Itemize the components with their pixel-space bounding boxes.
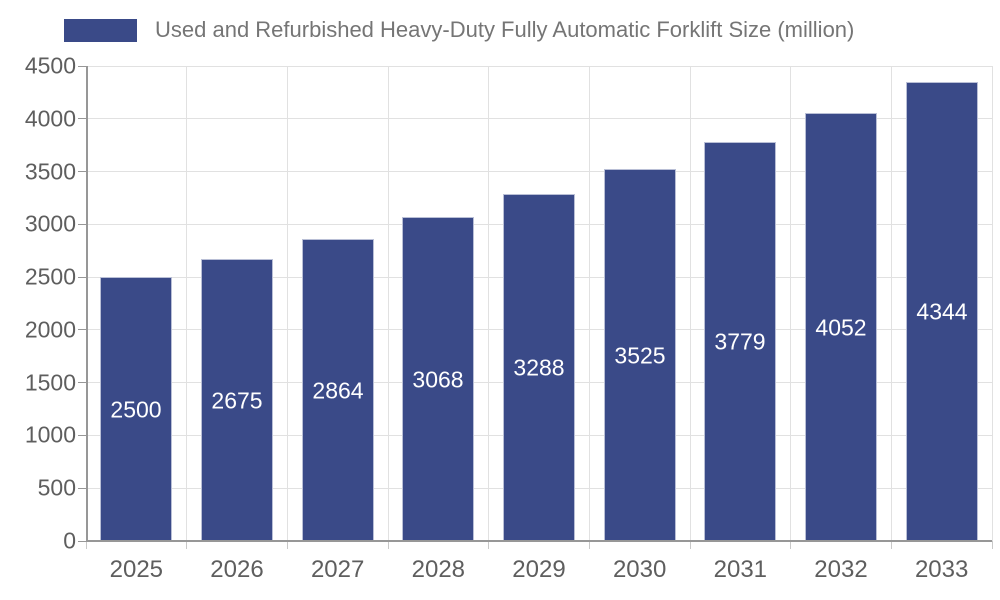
y-tick-label: 3000	[24, 210, 76, 237]
bar-value-label: 4344	[916, 298, 968, 325]
x-axis-line	[86, 540, 992, 542]
x-axis-tick	[790, 541, 792, 549]
legend-swatch	[64, 18, 137, 42]
h-gridline	[86, 65, 992, 67]
y-axis-tick	[78, 65, 86, 67]
v-gridline	[387, 66, 389, 541]
bar-2025[interactable]: 2500	[100, 277, 172, 541]
y-axis-tick	[78, 540, 86, 542]
bar-2027[interactable]: 2864	[302, 239, 374, 541]
bar-value-label: 3288	[513, 354, 565, 381]
bar-2033[interactable]: 4344	[906, 82, 978, 541]
x-axis-tick	[387, 541, 389, 549]
bar-2026[interactable]: 2675	[201, 259, 273, 541]
bar-value-label: 3525	[614, 342, 666, 368]
x-tick-label: 2028	[411, 556, 466, 583]
x-tick-label: 2026	[210, 556, 264, 583]
y-tick-label: 500	[37, 474, 76, 501]
x-tick-label: 2032	[814, 556, 868, 583]
y-axis-tick	[78, 276, 86, 278]
x-tick-label: 2025	[109, 556, 164, 583]
bar-2032[interactable]: 4052	[805, 113, 877, 541]
y-tick-label: 1500	[24, 369, 76, 396]
legend[interactable]: Used and Refurbished Heavy-Duty Fully Au…	[64, 14, 854, 46]
y-tick-label: 2000	[24, 316, 76, 343]
v-gridline	[689, 66, 691, 541]
x-axis-tick	[991, 541, 993, 549]
bar-2030[interactable]: 3525	[604, 169, 676, 541]
bar-value-label: 3068	[412, 366, 464, 392]
y-axis-tick	[78, 329, 86, 331]
bar-value-label: 2675	[211, 387, 263, 413]
bar-value-label: 2500	[110, 396, 162, 422]
y-axis-tick	[78, 434, 86, 436]
bar-2031[interactable]: 3779	[704, 142, 776, 541]
x-axis-tick	[85, 541, 87, 549]
y-tick-label: 1000	[24, 421, 76, 448]
v-gridline	[991, 66, 993, 541]
bar-value-label: 2864	[312, 377, 364, 403]
y-axis-tick	[78, 223, 86, 225]
v-gridline	[790, 66, 792, 541]
y-axis-tick	[78, 171, 86, 173]
plot-area: 2500 2675 2864 3068 3288 3525 3779 4052 4344	[78, 65, 993, 549]
x-axis-tick	[488, 541, 490, 549]
bar-2028[interactable]: 3068	[402, 217, 474, 541]
x-tick-label: 2033	[914, 556, 969, 583]
v-gridline	[286, 66, 288, 541]
bar-value-label: 4052	[815, 314, 867, 340]
h-gridline	[86, 171, 992, 173]
y-tick-label: 4500	[24, 52, 76, 79]
x-tick-label: 2027	[310, 556, 365, 583]
v-gridline	[488, 66, 490, 541]
y-axis-tick	[78, 382, 86, 384]
x-axis-tick	[186, 541, 188, 549]
y-axis-tick	[78, 487, 86, 489]
x-axis-tick	[890, 541, 892, 549]
y-tick-label: 2500	[24, 263, 76, 290]
y-tick-label: 3500	[24, 158, 76, 185]
bar-value-label: 3779	[714, 328, 766, 355]
x-tick-label: 2030	[612, 556, 667, 583]
x-axis-tick	[286, 541, 288, 549]
y-tick-label: 4000	[24, 105, 76, 132]
v-gridline	[186, 66, 188, 541]
v-gridline	[890, 66, 892, 541]
x-axis-tick	[689, 541, 691, 549]
y-tick-label: 0	[63, 527, 76, 554]
v-gridline	[588, 66, 590, 541]
x-tick-label: 2031	[713, 556, 768, 583]
bar-2029[interactable]: 3288	[503, 194, 575, 541]
y-axis-tick	[78, 118, 86, 120]
x-tick-label: 2029	[512, 556, 566, 583]
y-axis-line	[86, 66, 88, 541]
h-gridline	[86, 118, 992, 120]
legend-label: Used and Refurbished Heavy-Duty Fully Au…	[155, 17, 855, 42]
x-axis-tick	[588, 541, 590, 549]
